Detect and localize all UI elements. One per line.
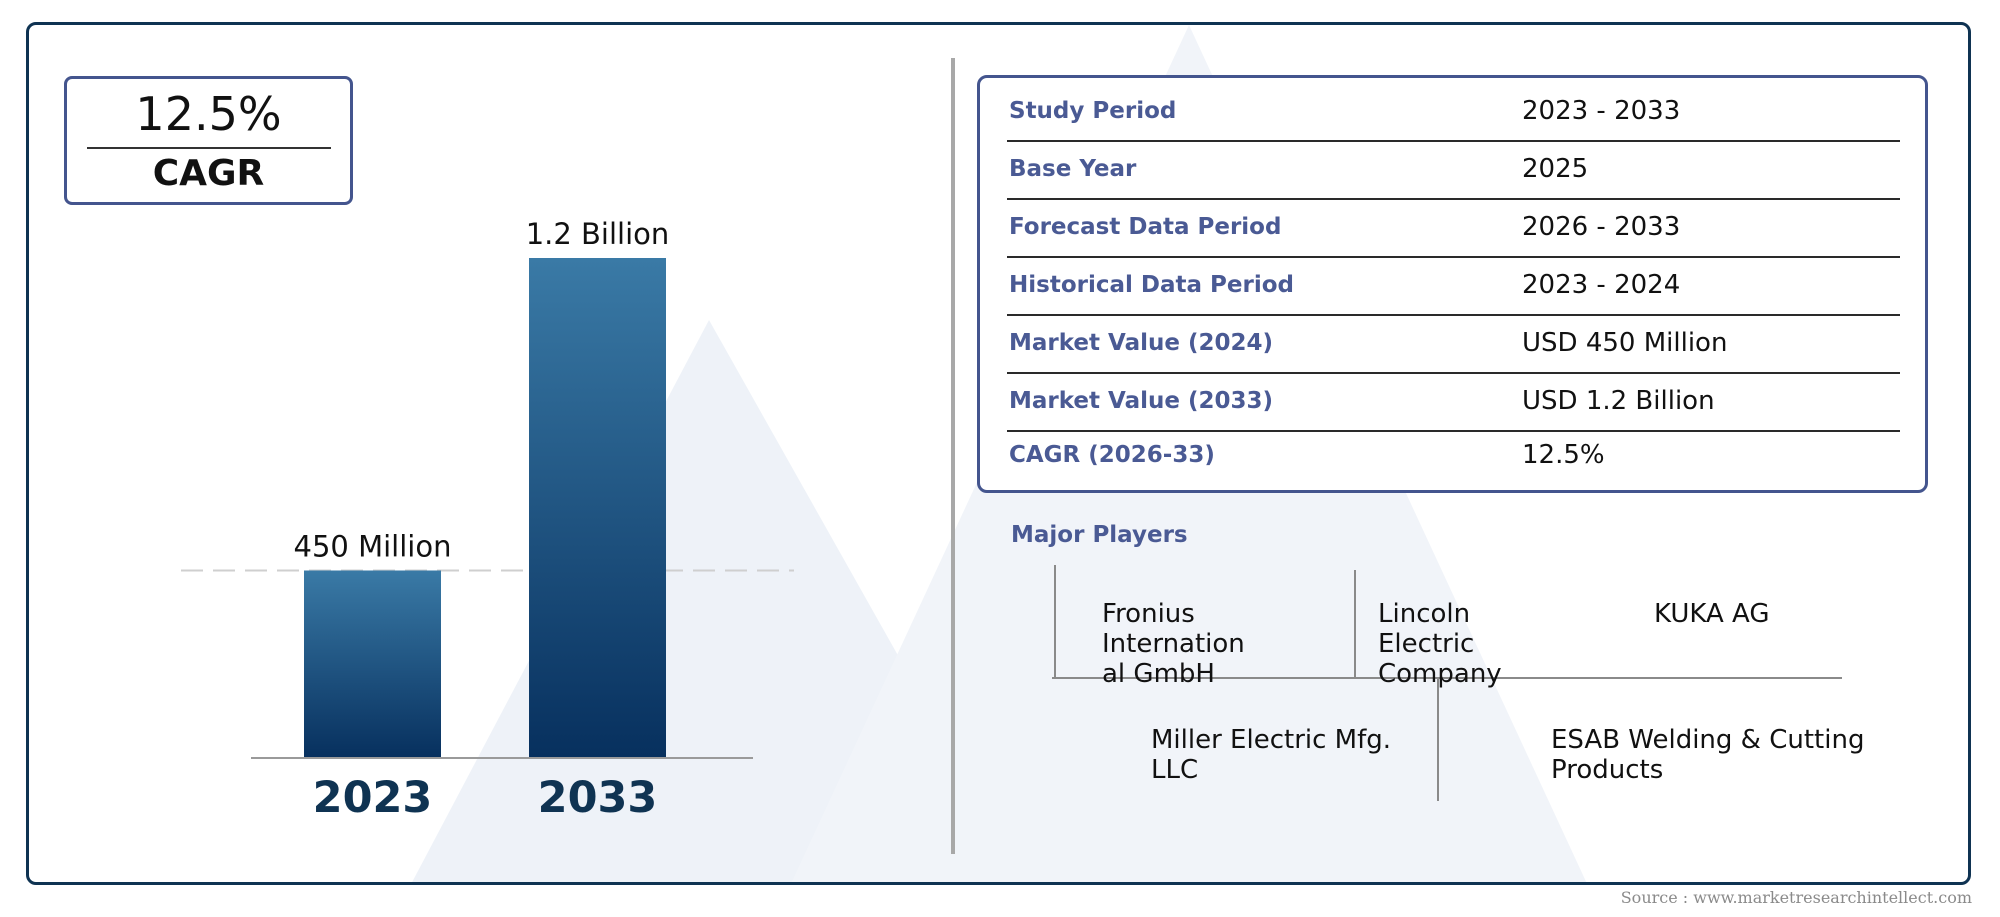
cagr-box: 12.5% CAGR — [64, 76, 353, 205]
bar-2023 — [304, 570, 441, 758]
table-row: Forecast Data Period 2026 - 2033 — [1007, 200, 1900, 258]
bar-2033 — [529, 258, 666, 758]
infographic-frame: 12.5% CAGR 450 Million 2023 1.2 Billion 203… — [26, 22, 1971, 885]
category-label: 2023 — [313, 773, 433, 823]
row-separator — [1007, 198, 1900, 200]
player-name: Lincoln Electric Company — [1378, 599, 1502, 689]
table-row: Base Year 2025 — [1007, 142, 1900, 200]
row-label: Base Year — [1009, 156, 1137, 182]
row-label: CAGR (2026-33) — [1009, 442, 1215, 468]
player-name: ESAB Welding & Cutting Products — [1551, 725, 1865, 785]
players-divider — [1354, 570, 1356, 677]
row-value: USD 1.2 Billion — [1522, 386, 1715, 416]
table-row: Market Value (2033) USD 1.2 Billion — [1007, 374, 1900, 432]
row-value: 2026 - 2033 — [1522, 212, 1681, 242]
table-row: Study Period 2023 - 2033 — [1007, 84, 1900, 142]
category-label: 2033 — [538, 773, 658, 823]
player-name: Miller Electric Mfg. LLC — [1151, 725, 1392, 785]
player-name: KUKA AG — [1654, 599, 1770, 629]
data-label: 1.2 Billion — [526, 217, 670, 251]
row-value: 2023 - 2033 — [1522, 96, 1681, 126]
row-separator — [1007, 372, 1900, 374]
row-label: Market Value (2033) — [1009, 388, 1273, 414]
table-row: CAGR (2026-33) 12.5% — [1007, 428, 1900, 486]
cagr-label: CAGR — [152, 153, 265, 194]
row-value: 2023 - 2024 — [1522, 270, 1681, 300]
row-label: Historical Data Period — [1009, 272, 1294, 298]
source-note: Source : www.marketresearchintellect.com — [1620, 888, 1972, 907]
major-players-title: Major Players — [1011, 522, 1188, 548]
row-value: 12.5% — [1522, 440, 1605, 470]
market-info-table: Study Period 2023 - 2033 Base Year 2025 … — [977, 75, 1928, 493]
data-label: 450 Million — [294, 530, 452, 564]
players-divider — [1052, 677, 1842, 679]
players-divider — [1437, 677, 1439, 801]
row-separator — [1007, 256, 1900, 258]
row-separator — [1007, 314, 1900, 316]
bar-chart: 450 Million 2023 1.2 Billion 2033 — [181, 217, 794, 823]
table-row: Market Value (2024) USD 450 Million — [1007, 316, 1900, 374]
cagr-divider — [87, 147, 331, 149]
row-label: Forecast Data Period — [1009, 214, 1282, 240]
row-separator — [1007, 140, 1900, 142]
vertical-divider — [951, 58, 955, 854]
row-label: Market Value (2024) — [1009, 330, 1273, 356]
row-label: Study Period — [1009, 98, 1177, 124]
players-divider — [1054, 565, 1056, 677]
row-value: USD 450 Million — [1522, 328, 1728, 358]
table-row: Historical Data Period 2023 - 2024 — [1007, 258, 1900, 316]
row-value: 2025 — [1522, 154, 1589, 184]
player-name: Fronius Internation al GmbH — [1102, 599, 1245, 689]
cagr-value: 12.5% — [135, 87, 282, 141]
row-separator — [1007, 430, 1900, 432]
